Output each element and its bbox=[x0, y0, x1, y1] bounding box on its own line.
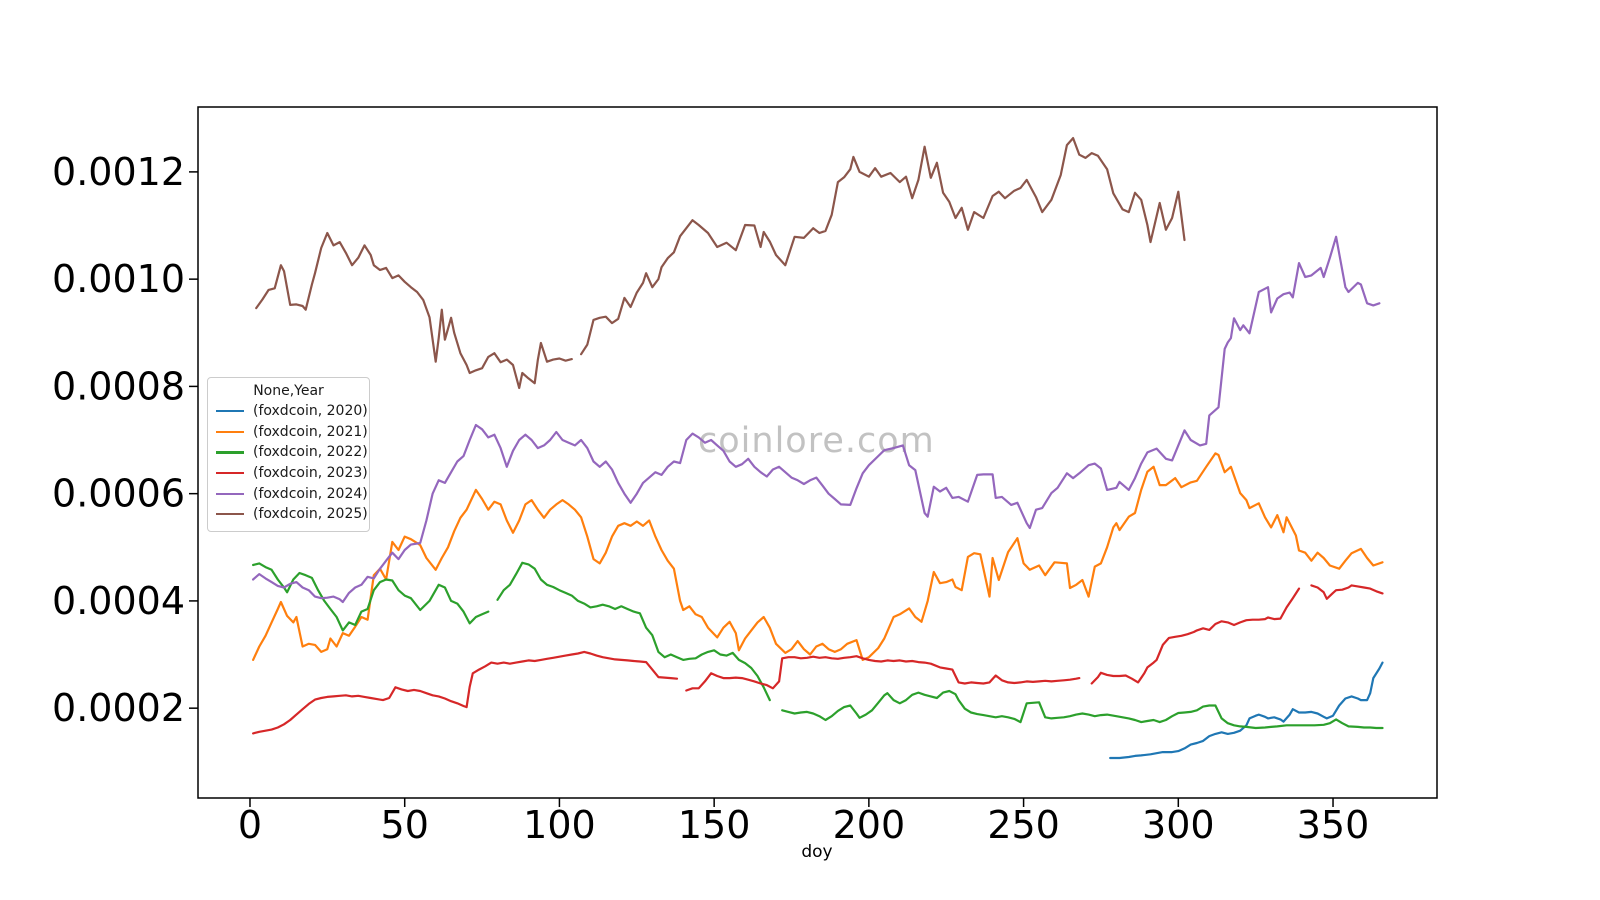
legend-line-sample bbox=[216, 410, 244, 413]
series-line-foxdcoin-2025 bbox=[255, 137, 1186, 390]
legend-item-label: (foxdcoin, 2025) bbox=[253, 506, 368, 523]
series-line-foxdcoin-2021 bbox=[252, 452, 1384, 661]
y-tick-label: 0.0012 bbox=[52, 150, 185, 194]
legend-item: (foxdcoin, 2022) bbox=[208, 442, 369, 463]
legend-item: (foxdcoin, 2025) bbox=[208, 504, 369, 525]
legend-line-sample bbox=[216, 471, 244, 475]
legend-title: None,Year bbox=[253, 383, 324, 399]
x-axis-label: doy bbox=[801, 842, 833, 862]
x-tick-label: 50 bbox=[381, 803, 429, 847]
legend-item-label: (foxdcoin, 2021) bbox=[253, 423, 368, 440]
x-tick-label: 100 bbox=[523, 803, 596, 847]
series-line-foxdcoin-2022 bbox=[252, 561, 1384, 730]
legend-line-sample bbox=[216, 430, 244, 433]
y-tick-label: 0.0008 bbox=[52, 364, 185, 408]
series-line-foxdcoin-2020 bbox=[1109, 661, 1384, 760]
legend-line-sample bbox=[216, 513, 244, 516]
legend-item-label: (foxdcoin, 2020) bbox=[253, 403, 368, 420]
x-tick-label: 0 bbox=[238, 803, 262, 847]
legend-item: (foxdcoin, 2020) bbox=[208, 401, 369, 422]
legend-line-sample bbox=[216, 451, 244, 454]
legend-item: (foxdcoin, 2021) bbox=[208, 422, 369, 443]
x-tick-label: 350 bbox=[1297, 803, 1370, 847]
x-tick-label: 250 bbox=[987, 803, 1060, 847]
x-tick-label: 200 bbox=[833, 803, 906, 847]
legend-item: (foxdcoin, 2023) bbox=[208, 463, 369, 484]
axes-frame bbox=[197, 106, 1438, 799]
legend-line-sample bbox=[216, 492, 244, 495]
watermark: coinlore.com bbox=[698, 421, 935, 461]
legend: None,Year (foxdcoin, 2020) (foxdcoin, 202… bbox=[207, 377, 370, 532]
y-tick-label: 0.0010 bbox=[52, 257, 185, 301]
legend-item: (foxdcoin, 2024) bbox=[208, 483, 369, 504]
legend-item-label: (foxdcoin, 2022) bbox=[253, 444, 368, 461]
y-tick-label: 0.0004 bbox=[52, 579, 185, 623]
x-tick-label: 300 bbox=[1142, 803, 1215, 847]
y-tick-label: 0.0002 bbox=[52, 686, 185, 730]
legend-item-label: (foxdcoin, 2023) bbox=[253, 465, 368, 482]
legend-item-label: (foxdcoin, 2024) bbox=[253, 485, 368, 502]
series-line-foxdcoin-2023 bbox=[252, 584, 1384, 735]
series-line-foxdcoin-2024 bbox=[252, 235, 1381, 604]
y-tick-label: 0.0006 bbox=[52, 472, 185, 516]
x-tick-label: 150 bbox=[678, 803, 751, 847]
